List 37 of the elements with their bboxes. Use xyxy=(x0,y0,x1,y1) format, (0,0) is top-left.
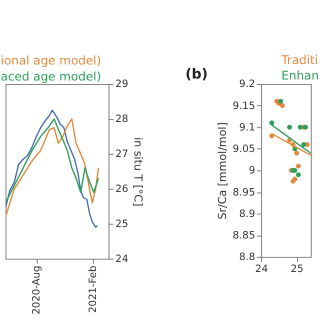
point xyxy=(296,172,301,178)
y-tick-label: 9.1 xyxy=(239,122,256,134)
y-tick-label: 9.05 xyxy=(232,144,256,156)
point xyxy=(301,142,306,147)
text: ional age model) xyxy=(0,54,102,68)
y-tick-label: 9.2 xyxy=(239,79,256,90)
y2-tick-label: 29 xyxy=(115,79,128,90)
y-tick-label: 8.95 xyxy=(232,187,256,198)
text: Traditi xyxy=(280,52,318,67)
line-series xyxy=(6,110,98,228)
y-tick-label: 9.15 xyxy=(232,100,256,112)
series-label: Enhan xyxy=(281,68,319,82)
chart-title: (b) xyxy=(185,66,208,82)
y2-tick-label: 26 xyxy=(115,184,128,196)
y2-tick-label: 27 xyxy=(115,149,128,160)
point xyxy=(294,150,300,156)
y-tick-label: 8.9 xyxy=(239,208,256,220)
point xyxy=(298,124,303,130)
y2-tick-label: 28 xyxy=(115,114,128,126)
y-tick-label: 9 xyxy=(248,166,256,177)
y2-axis-title: in situ T [°C] xyxy=(132,137,145,206)
point xyxy=(269,120,274,126)
y-axis-title: Sr/Ca [mmol/mol] xyxy=(216,122,230,220)
y2-tick-label: 24 xyxy=(115,254,128,265)
text: aced age model) xyxy=(0,69,102,84)
x-tick-label: 24 xyxy=(255,264,268,276)
point xyxy=(296,164,301,169)
y-tick-label: 8.85 xyxy=(232,230,256,242)
point xyxy=(280,103,285,108)
x-tick-label: 2021-Feb xyxy=(88,266,99,313)
point xyxy=(290,178,296,184)
point xyxy=(287,124,292,130)
x-tick-label: 2020-Aug xyxy=(32,266,43,315)
x-tick-label: 25 xyxy=(290,264,304,276)
y2-tick-label: 25 xyxy=(115,218,128,230)
y-tick-label: 8.8 xyxy=(239,252,256,264)
point xyxy=(278,98,284,104)
